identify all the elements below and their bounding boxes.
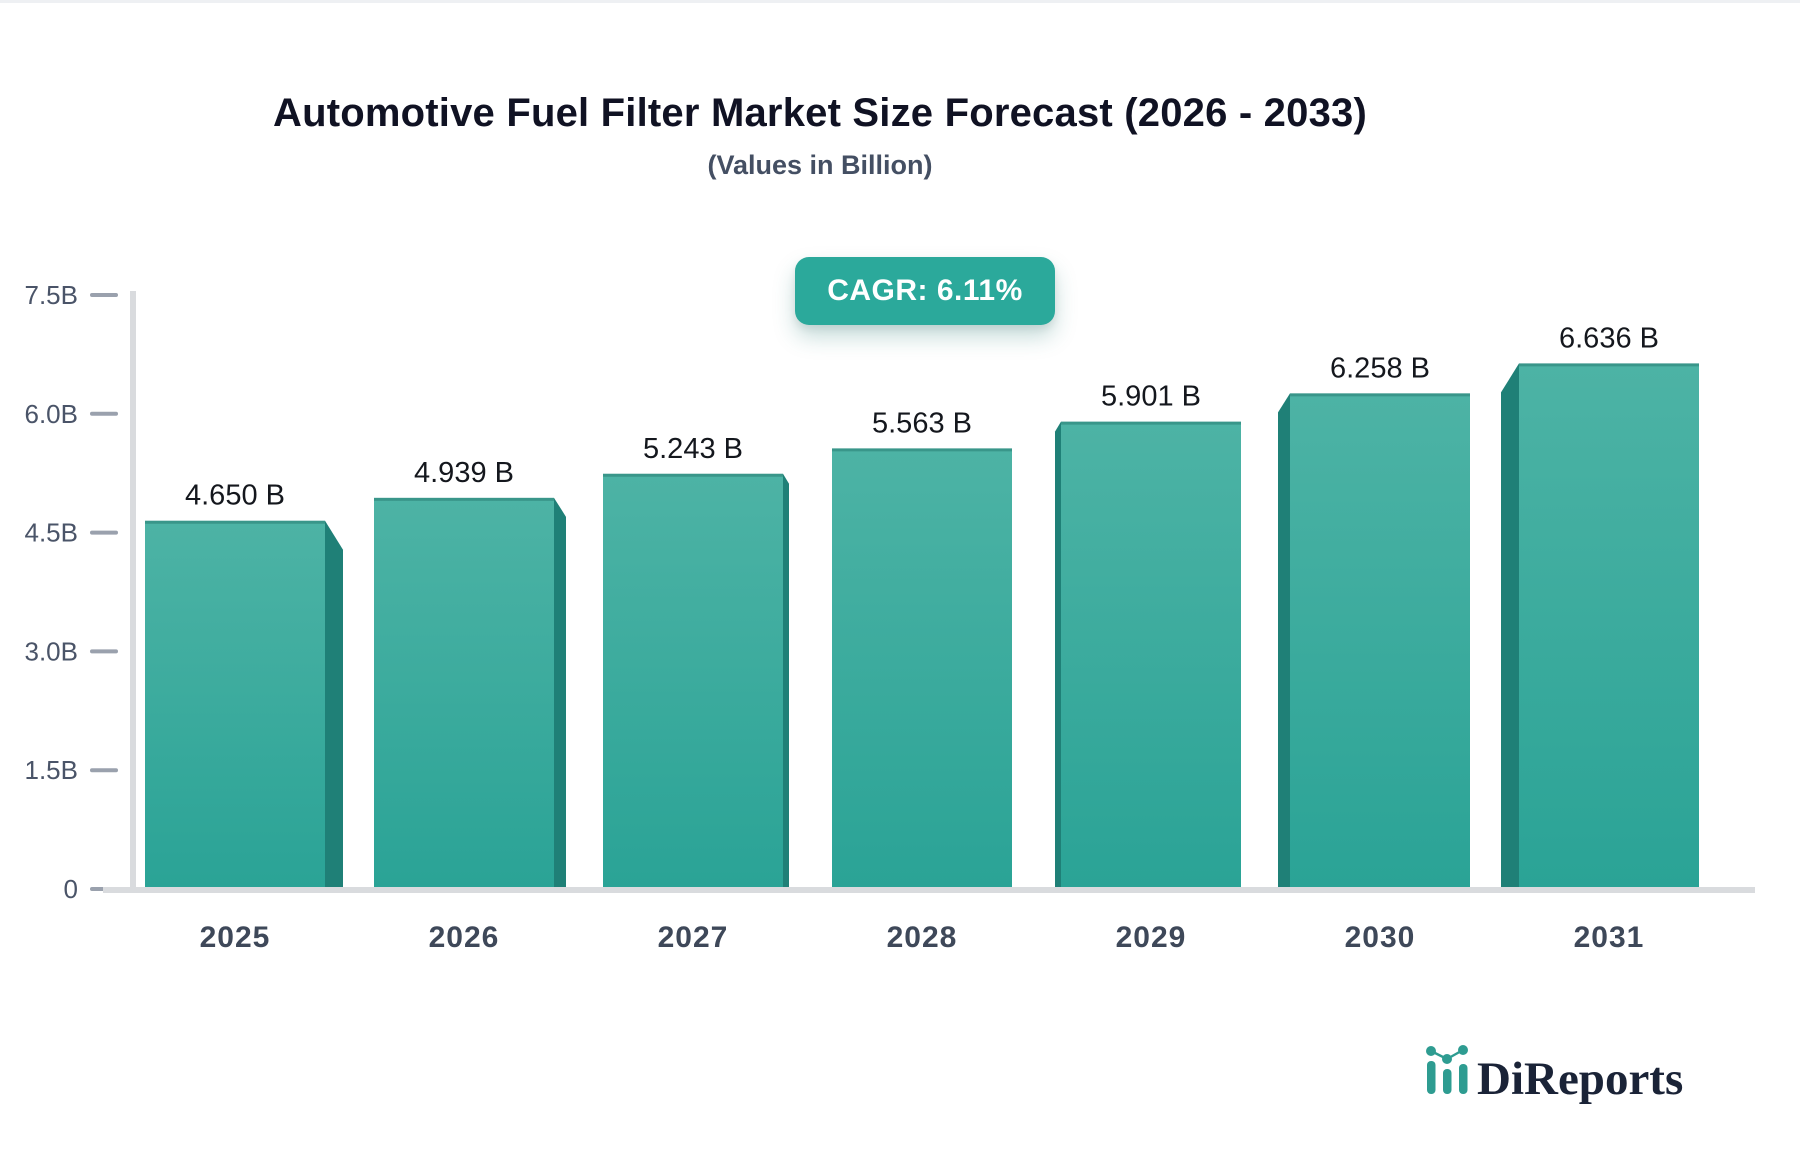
- bar-value-label: 5.901 B: [1101, 381, 1201, 413]
- bar-side: [325, 520, 343, 889]
- bar-2031: 6.636 B 2031: [1501, 322, 1699, 954]
- bar-side: [554, 497, 566, 889]
- x-tick-label: 2027: [658, 921, 729, 954]
- bar-2027: 5.243 B 2027: [603, 433, 789, 954]
- bar-face: [374, 497, 554, 889]
- bar-value-label: 4.939 B: [414, 457, 514, 489]
- bar-value-label: 5.563 B: [872, 407, 972, 439]
- bar-face: [1519, 363, 1699, 889]
- x-tick-label: 2030: [1345, 921, 1416, 954]
- bar-face: [603, 473, 783, 889]
- x-tick-label: 2029: [1116, 921, 1187, 954]
- bar-value-label: 4.650 B: [185, 480, 285, 512]
- cagr-badge-label: CAGR: 6.11%: [827, 274, 1023, 307]
- direports-logo: DiReports: [1424, 1035, 1683, 1107]
- y-tick-label: 1.5B: [25, 755, 79, 785]
- bar-side: [1501, 363, 1519, 889]
- logo-text: DiReports: [1477, 1053, 1684, 1105]
- bar-face: [832, 448, 1012, 889]
- x-tick-label: 2028: [887, 921, 958, 954]
- y-tick-label: 7.5B: [25, 280, 79, 310]
- y-tick-label: 0: [64, 874, 78, 904]
- bar-face: [145, 520, 325, 889]
- page-title: Automotive Fuel Filter Market Size Forec…: [273, 91, 1367, 135]
- cagr-badge: CAGR: 6.11%: [795, 257, 1055, 325]
- x-tick-label: 2031: [1574, 921, 1645, 954]
- bar-face: [1290, 393, 1470, 889]
- bar-chart: 0 1.5B 3.0B 4.5B 6.0B 7.5B 4.650 B 2025 4.939 B 2…: [0, 3, 1800, 1159]
- bar-2025: 4.650 B 2025: [145, 480, 343, 954]
- mini-bar-chart-icon: [1426, 1045, 1468, 1094]
- chart-svg: 0 1.5B 3.0B 4.5B 6.0B 7.5B 4.650 B 2025 4.939 B 2…: [25, 280, 1755, 954]
- bar-value-label: 6.258 B: [1330, 352, 1430, 384]
- bar-value-label: 5.243 B: [643, 433, 743, 465]
- y-tick-label: 3.0B: [25, 636, 79, 666]
- bar-value-label: 6.636 B: [1559, 322, 1659, 354]
- x-tick-label: 2026: [429, 921, 500, 954]
- chart-header: Automotive Fuel Filter Market Size Forec…: [0, 91, 1640, 181]
- bar-side: [1055, 421, 1061, 889]
- x-axis-line: [103, 887, 1755, 893]
- y-tick-label: 4.5B: [25, 518, 79, 548]
- bar-2029: 5.901 B 2029: [1055, 381, 1241, 954]
- bar-2026: 4.939 B 2026: [374, 457, 566, 954]
- bar-side: [1278, 393, 1290, 889]
- bar-face: [1061, 421, 1241, 889]
- y-axis-line: [130, 291, 136, 889]
- bar-2028: 5.563 B 2028: [832, 407, 1012, 954]
- x-tick-label: 2025: [200, 921, 271, 954]
- bar-2030: 6.258 B 2030: [1278, 352, 1470, 954]
- y-tick-label: 6.0B: [25, 399, 79, 429]
- bar-side: [783, 473, 789, 889]
- page-subtitle: (Values in Billion): [707, 150, 933, 180]
